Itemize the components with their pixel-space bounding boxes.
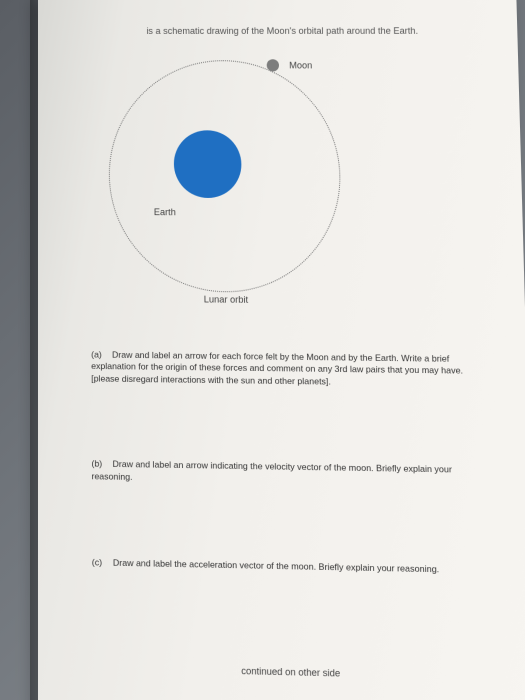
- question-b: (b) Draw and label an arrow indicating t…: [85, 458, 494, 489]
- worksheet-page: is a schematic drawing of the Moon's orb…: [38, 0, 525, 700]
- orbit-label: Lunar orbit: [204, 294, 249, 305]
- background: is a schematic drawing of the Moon's orb…: [0, 0, 525, 700]
- question-c: (c) Draw and label the acceleration vect…: [86, 557, 497, 578]
- moon-circle: [267, 59, 279, 71]
- page-header: is a schematic drawing of the Moon's orb…: [84, 26, 482, 36]
- question-tag: (c): [92, 557, 111, 570]
- question-text: Draw and label an arrow indicating the v…: [92, 459, 453, 482]
- earth-circle: [174, 130, 242, 198]
- earth-label: Earth: [154, 207, 176, 217]
- question-text: Draw and label the acceleration vector o…: [113, 558, 439, 575]
- page-footer: continued on other side: [86, 662, 499, 683]
- moon-label: Moon: [289, 60, 312, 70]
- question-a: (a) Draw and label an arrow for each for…: [85, 349, 491, 390]
- question-text: Draw and label an arrow for each force f…: [91, 349, 463, 386]
- question-tag: (b): [91, 459, 110, 471]
- question-tag: (a): [91, 349, 109, 361]
- lunar-orbit-diagram: Moon Earth Lunar orbit: [90, 44, 359, 302]
